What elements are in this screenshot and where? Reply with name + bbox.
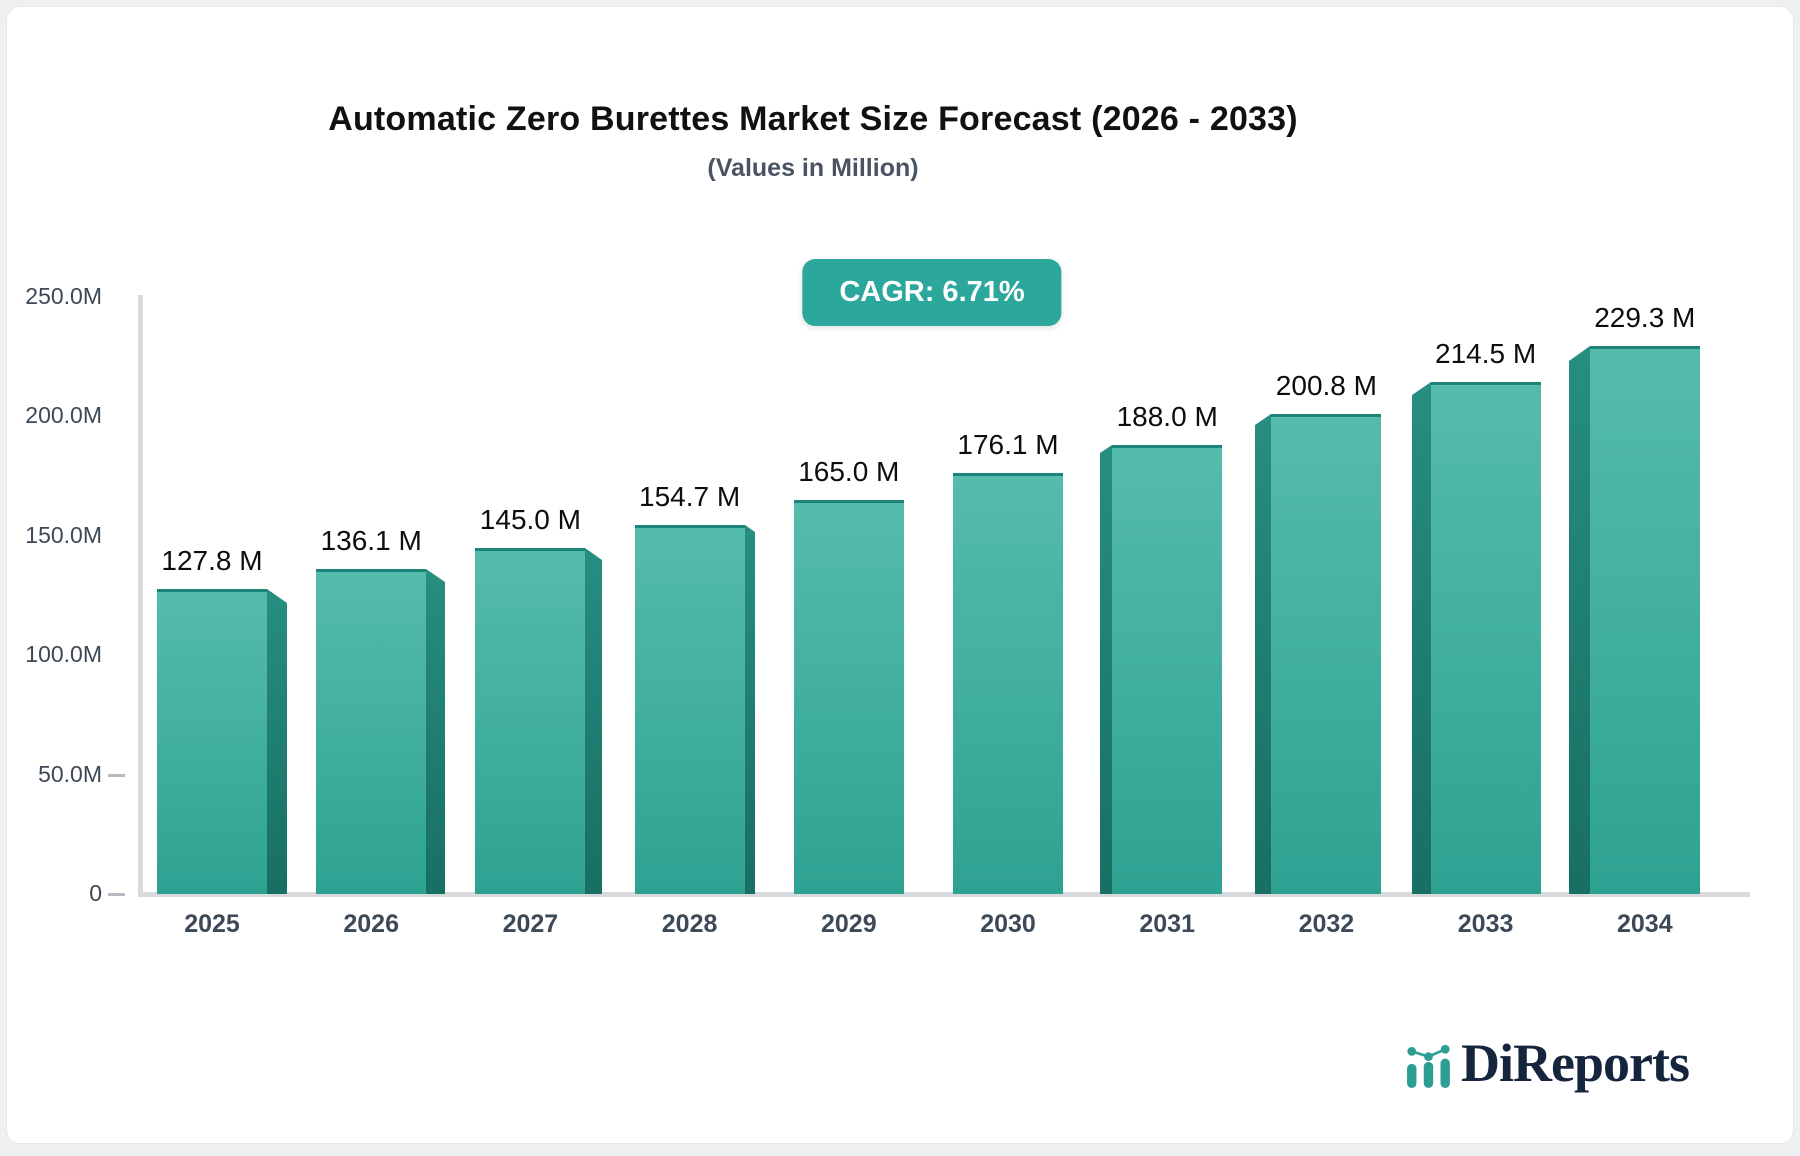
bar-2032 [1271, 414, 1381, 894]
bar-2030 [953, 473, 1063, 894]
logo-text: DiReports [1461, 1033, 1690, 1093]
y-axis-tick-label: 100.0M [25, 641, 102, 668]
bar-value-label: 176.1 M [957, 429, 1059, 460]
bar-side-2033 [1412, 382, 1431, 894]
bar-side-2026 [426, 569, 445, 894]
x-axis-label-2032: 2032 [1298, 910, 1355, 938]
y-axis-tick-label: 150.0M [25, 521, 102, 548]
y-axis-tick-label: 200.0M [25, 402, 102, 429]
y-axis-tick-mark [108, 773, 125, 777]
bar-2026 [316, 569, 426, 894]
bar-side-2027 [585, 548, 602, 894]
bar-value-label: 214.5 M [1435, 338, 1537, 369]
x-axis-label-2026: 2026 [343, 910, 399, 938]
bar-side-2025 [267, 589, 287, 894]
bar-2025 [157, 589, 267, 894]
x-axis-label-2033: 2033 [1457, 910, 1514, 938]
bar-side-2028 [745, 525, 755, 894]
chart-card: Automatic Zero Burettes Market Size Fore… [6, 6, 1794, 1144]
direports-logo: DiReports [1406, 1033, 1690, 1093]
y-axis-tick-mark [108, 893, 125, 896]
bar-chart-logo-icon [1407, 1044, 1450, 1088]
bar-value-label: 127.8 M [161, 545, 263, 576]
bar-value-label: 200.8 M [1275, 370, 1377, 401]
bar-value-label: 165.0 M [798, 456, 900, 487]
y-axis-tick-label: 50.0M [38, 760, 102, 787]
x-axis-label-2030: 2030 [980, 910, 1036, 938]
x-axis-label-2025: 2025 [184, 910, 240, 938]
bar-side-2031 [1100, 445, 1112, 894]
y-axis-line [138, 295, 143, 896]
x-axis-label-2028: 2028 [661, 910, 718, 938]
bar-value-label: 136.1 M [320, 525, 422, 556]
bar-2031 [1112, 445, 1222, 894]
x-axis-line [138, 892, 1750, 897]
bar-side-2034 [1569, 346, 1590, 894]
bar-2029 [794, 500, 904, 894]
bar-2027 [475, 548, 585, 894]
bar-value-label: 229.3 M [1594, 302, 1696, 333]
x-axis-label-2031: 2031 [1139, 910, 1195, 938]
bar-value-label: 145.0 M [479, 504, 581, 535]
cagr-badge: CAGR: 6.71% [802, 259, 1062, 326]
chart-title: Automatic Zero Burettes Market Size Fore… [328, 100, 1298, 138]
bar-side-2032 [1255, 414, 1271, 894]
y-axis-tick-label: 0 [89, 880, 102, 906]
x-axis-label-2029: 2029 [820, 910, 877, 938]
bar-chart: 250.0M 200.0M 150.0M 100.0M 50.0M 0 127.8 M 202… [7, 7, 1793, 1143]
x-axis-label-2034: 2034 [1616, 910, 1673, 938]
x-axis-label-2027: 2027 [502, 910, 559, 938]
bar-value-label: 154.7 M [639, 481, 741, 512]
y-axis-tick-label: 250.0M [25, 283, 102, 309]
bar-2034 [1590, 346, 1700, 894]
chart-subtitle: (Values in Million) [707, 154, 919, 182]
bar-value-label: 188.0 M [1116, 401, 1218, 432]
bar-2033 [1431, 382, 1541, 894]
bar-2028 [635, 525, 745, 894]
